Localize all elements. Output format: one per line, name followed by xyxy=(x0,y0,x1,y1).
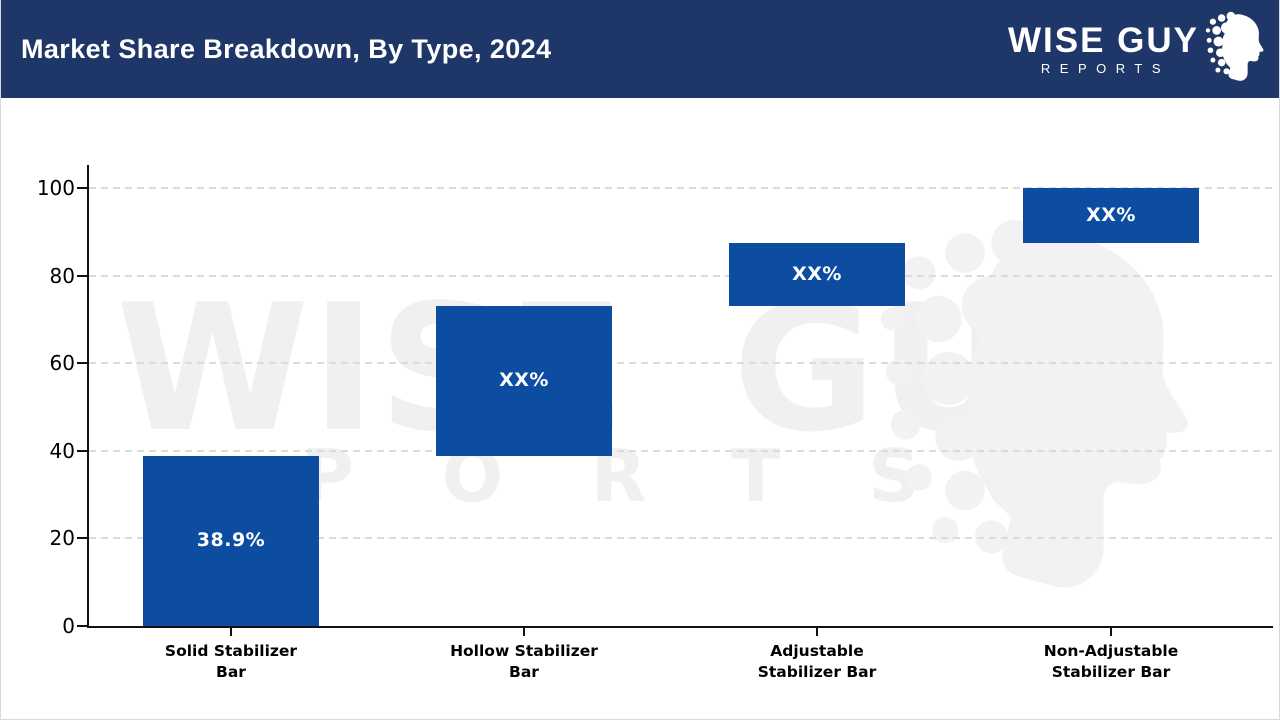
category-label-0: Solid Stabilizer Bar xyxy=(111,641,351,683)
category-label-line: Solid Stabilizer xyxy=(164,642,298,660)
logo-subtitle: REPORTS xyxy=(1040,61,1171,76)
gridline-100 xyxy=(89,187,1273,189)
x-tick-2 xyxy=(816,628,818,636)
y-tick-label-60: 60 xyxy=(49,351,75,376)
category-label-3: Non-Adjustable Stabilizer Bar xyxy=(991,641,1231,683)
x-tick-0 xyxy=(230,628,232,636)
y-tick-80 xyxy=(77,274,87,277)
bar-value-label-3: XX% xyxy=(1086,203,1136,226)
x-tick-3 xyxy=(1110,628,1112,636)
gridline-80 xyxy=(89,274,1273,277)
gridline-60 xyxy=(89,362,1273,365)
category-label-line: Bar xyxy=(216,663,246,681)
y-tick-20 xyxy=(77,537,87,540)
bar-value-label-2: XX% xyxy=(792,263,842,285)
chart-title: Market Share Breakdown, By Type, 2024 xyxy=(21,33,552,64)
category-label-2: Adjustable Stabilizer Bar xyxy=(697,641,937,683)
x-axis-line xyxy=(87,626,1273,628)
x-tick-1 xyxy=(523,628,525,636)
watermark-head-graphic xyxy=(880,220,1188,588)
bar-segment-3: XX% xyxy=(1023,188,1199,243)
category-label-1: Hollow Stabilizer Bar xyxy=(404,641,644,683)
bar-value-label-0: 38.9% xyxy=(196,529,266,552)
y-tick-label-80: 80 xyxy=(49,263,75,288)
y-tick-60 xyxy=(77,362,87,365)
y-tick-100 xyxy=(77,187,87,189)
bar-segment-1: XX% xyxy=(436,306,612,456)
y-tick-label-0: 0 xyxy=(62,614,75,638)
bar-segment-0: 38.9% xyxy=(143,455,319,626)
y-tick-0 xyxy=(77,625,87,627)
bar-segment-2: XX% xyxy=(729,242,905,307)
category-label-line: Non-Adjustable xyxy=(1043,642,1179,660)
y-tick-label-40: 40 xyxy=(49,438,75,463)
wise-guy-reports-logo: WISE GUY REPORTS xyxy=(1008,11,1265,87)
y-tick-40 xyxy=(77,449,87,452)
logo-text: WISE GUY REPORTS xyxy=(1008,23,1199,75)
category-label-line: Bar xyxy=(509,663,539,681)
bar-value-label-1: XX% xyxy=(499,369,549,392)
category-label-line: Hollow Stabilizer xyxy=(450,642,598,660)
header-bar: Market Share Breakdown, By Type, 2024 WI… xyxy=(1,0,1279,98)
gridline-40 xyxy=(89,449,1273,452)
y-tick-label-20: 20 xyxy=(49,526,75,551)
y-axis-line xyxy=(87,165,89,628)
gridline-20 xyxy=(89,537,1273,540)
category-label-line: Adjustable xyxy=(770,642,864,660)
category-label-line: Stabilizer Bar xyxy=(757,663,877,681)
y-tick-label-100: 100 xyxy=(36,176,75,200)
logo-head-icon xyxy=(1205,11,1264,81)
category-label-line: Stabilizer Bar xyxy=(1051,663,1171,681)
logo-wordmark: WISE GUY xyxy=(1007,21,1199,60)
